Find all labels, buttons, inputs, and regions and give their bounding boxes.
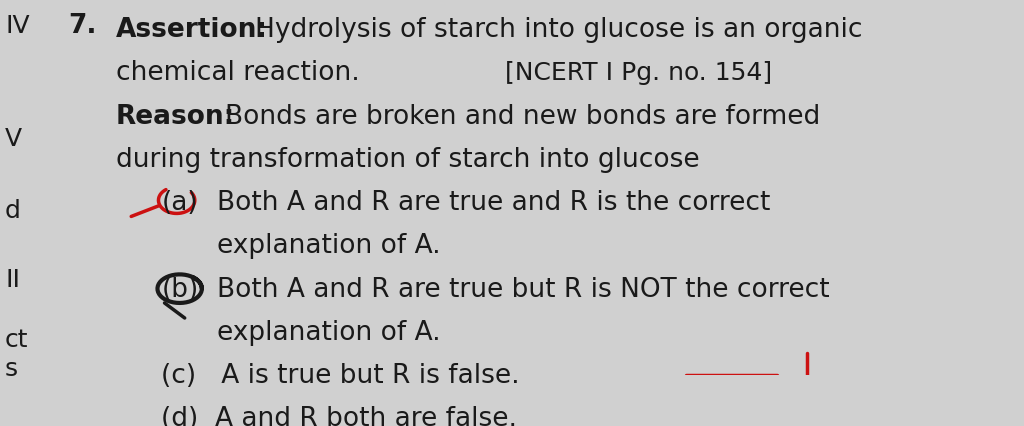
Text: 7.: 7.	[69, 13, 97, 39]
Text: (d)  A and R both are false.: (d) A and R both are false.	[162, 406, 517, 426]
Text: explanation of A.: explanation of A.	[217, 233, 440, 259]
Text: Reason:: Reason:	[116, 104, 236, 130]
Text: (b): (b)	[162, 276, 199, 302]
Text: [NCERT I Pg. no. 154]: [NCERT I Pg. no. 154]	[505, 61, 772, 85]
Text: V: V	[5, 127, 23, 151]
Text: Bonds are broken and new bonds are formed: Bonds are broken and new bonds are forme…	[225, 104, 820, 130]
Text: IV: IV	[5, 14, 30, 38]
Text: during transformation of starch into glucose: during transformation of starch into glu…	[116, 147, 699, 173]
Text: II: II	[5, 268, 20, 291]
Text: explanation of A.: explanation of A.	[217, 319, 440, 345]
Text: s: s	[5, 356, 18, 380]
Text: (a): (a)	[162, 190, 198, 216]
Text: chemical reaction.: chemical reaction.	[116, 60, 359, 86]
Text: Hydrolysis of starch into glucose is an organic: Hydrolysis of starch into glucose is an …	[255, 17, 863, 43]
Text: (c)   A is true but R is false.: (c) A is true but R is false.	[162, 363, 520, 388]
Text: ct: ct	[5, 328, 29, 351]
Text: Assertion:: Assertion:	[116, 17, 268, 43]
Text: d: d	[5, 198, 20, 222]
Text: Both A and R are true but R is NOT the correct: Both A and R are true but R is NOT the c…	[217, 276, 829, 302]
Text: Both A and R are true and R is the correct: Both A and R are true and R is the corre…	[217, 190, 770, 216]
